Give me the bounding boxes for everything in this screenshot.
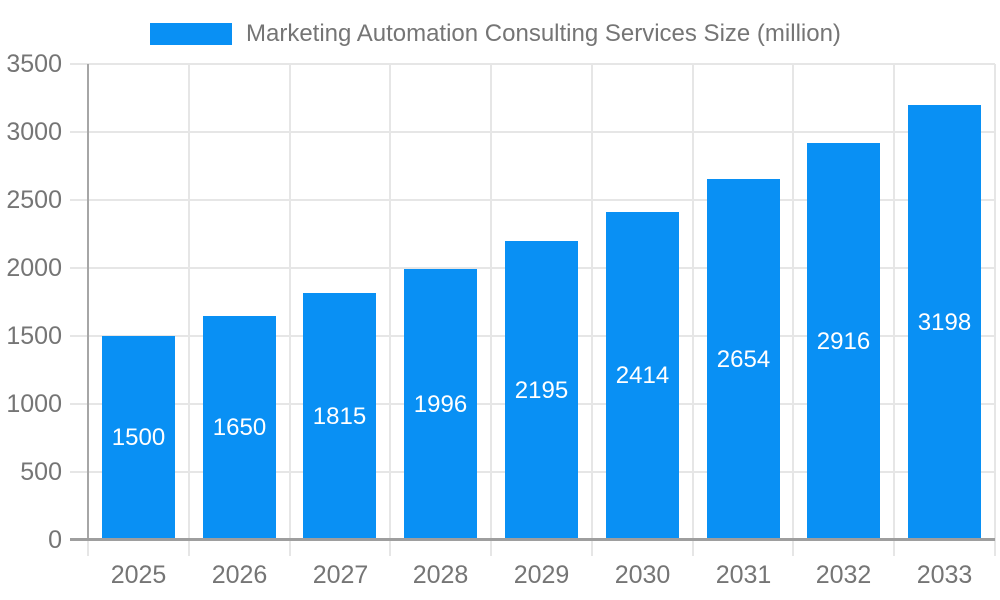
x-tick-label: 2032	[815, 561, 872, 589]
x-gridline	[994, 64, 996, 556]
legend-swatch	[150, 23, 232, 45]
y-tick-label: 500	[20, 458, 62, 486]
bar[interactable]: 1815	[303, 293, 376, 540]
x-gridline	[289, 64, 291, 556]
x-tick-label: 2026	[211, 561, 268, 589]
x-axis-baseline	[70, 538, 995, 541]
x-gridline	[490, 64, 492, 556]
legend[interactable]: Marketing Automation Consulting Services…	[150, 21, 841, 47]
bar-value-label: 3198	[917, 308, 972, 336]
x-tick-label: 2033	[916, 561, 973, 589]
y-tick-label: 3000	[6, 118, 62, 146]
x-gridline	[893, 64, 895, 556]
legend-label: Marketing Automation Consulting Services…	[246, 20, 841, 47]
bar-value-label: 1500	[111, 424, 166, 451]
y-tick-label: 1000	[6, 390, 62, 418]
bar-value-label: 2414	[615, 362, 670, 389]
bar-value-label: 1996	[413, 390, 468, 418]
x-gridline	[188, 64, 190, 556]
y-gridline	[70, 199, 995, 201]
bar[interactable]: 1996	[404, 269, 477, 540]
bar-value-label: 2916	[816, 327, 871, 355]
x-gridline	[692, 64, 694, 556]
bar-value-label: 2654	[716, 345, 771, 373]
y-tick-label: 2500	[6, 186, 62, 214]
x-tick-label: 2028	[412, 561, 469, 589]
bar[interactable]: 3198	[908, 105, 981, 540]
bar[interactable]: 2414	[606, 212, 679, 540]
y-gridline	[70, 131, 995, 133]
x-tick-label: 2025	[110, 561, 167, 589]
y-tick-label: 0	[48, 526, 62, 554]
bar[interactable]: 2654	[707, 179, 780, 540]
x-gridline	[389, 64, 391, 556]
bar-value-label: 1815	[312, 402, 367, 430]
x-tick-label: 2029	[513, 561, 570, 589]
bar[interactable]: 1650	[203, 316, 276, 540]
x-gridline	[792, 64, 794, 556]
bar[interactable]: 2195	[505, 241, 578, 540]
y-axis-line	[87, 64, 89, 540]
bar-value-label: 1650	[212, 414, 267, 441]
y-tick-label: 1500	[6, 322, 62, 350]
y-tick-label: 3500	[6, 50, 62, 78]
bar-value-label: 2195	[514, 376, 569, 404]
x-tick-label: 2030	[614, 561, 671, 589]
x-tick-label: 2031	[715, 561, 772, 589]
x-tick-label: 2027	[312, 561, 369, 589]
y-gridline	[70, 63, 995, 65]
bar[interactable]: 1500	[102, 336, 175, 540]
x-gridline	[591, 64, 593, 556]
y-tick-label: 2000	[6, 254, 62, 282]
bar[interactable]: 2916	[807, 143, 880, 540]
